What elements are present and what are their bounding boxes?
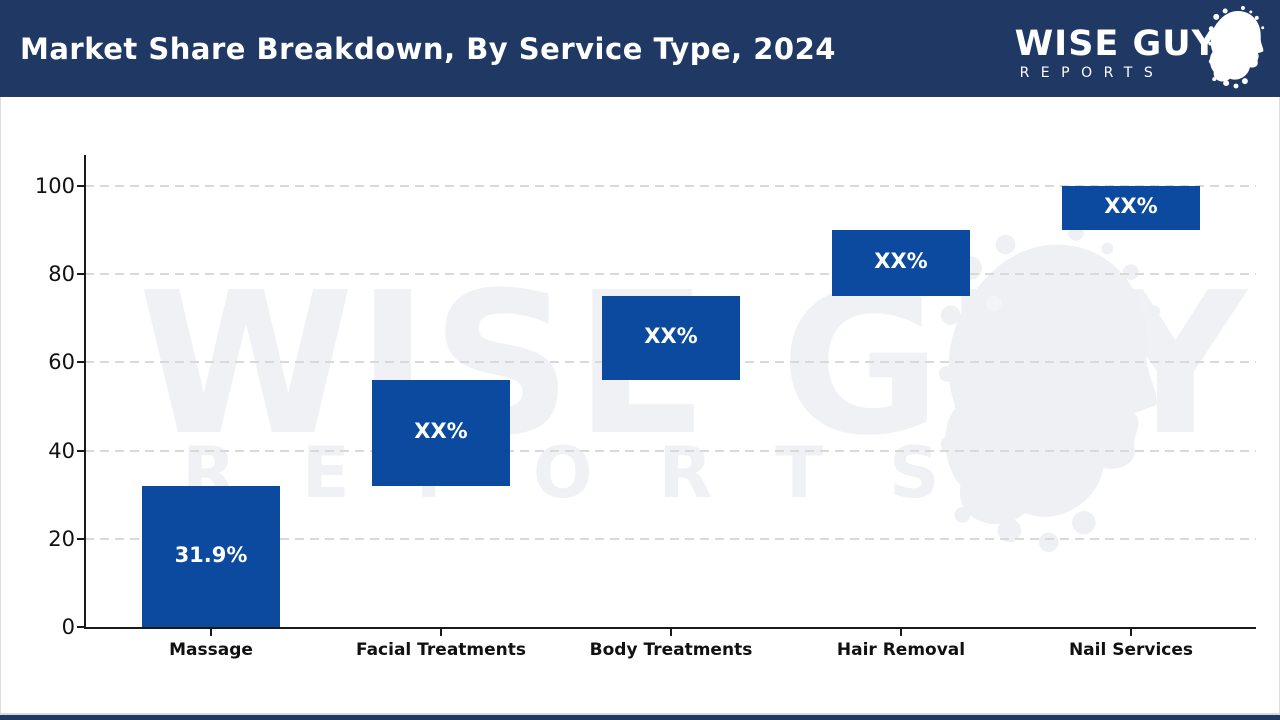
y-tick-label: 100 xyxy=(34,174,75,198)
footer-bar xyxy=(0,713,1280,720)
bar: XX% xyxy=(372,380,510,486)
x-axis-line xyxy=(84,627,1256,629)
bar: XX% xyxy=(602,296,740,381)
watermark-brand-subname: REPORTS xyxy=(182,432,1006,514)
y-tick-label: 80 xyxy=(48,262,75,287)
gridline xyxy=(85,537,1256,540)
gridline xyxy=(85,185,1256,187)
brand-logo: WISE GUY REPORTS xyxy=(1015,6,1268,90)
y-tick xyxy=(77,185,85,187)
x-category-label: Body Treatments xyxy=(589,640,753,660)
x-tick xyxy=(440,629,442,636)
bar: XX% xyxy=(832,230,970,297)
bar-value-label: XX% xyxy=(1104,194,1158,219)
header-bar: Market Share Breakdown, By Service Type,… xyxy=(0,0,1280,97)
x-category-label: Massage xyxy=(169,640,253,660)
x-tick xyxy=(900,629,902,636)
bar-value-label: XX% xyxy=(644,324,698,349)
y-tick xyxy=(77,361,85,364)
bar-value-label: XX% xyxy=(874,249,928,274)
y-tick-label: 40 xyxy=(48,438,75,463)
page-left-border xyxy=(0,97,1,720)
x-category-label: Hair Removal xyxy=(836,640,966,660)
y-tick-label: 0 xyxy=(61,615,75,639)
x-category-label: Nail Services xyxy=(1068,640,1194,660)
page-title: Market Share Breakdown, By Service Type,… xyxy=(20,31,836,66)
gridline xyxy=(85,449,1256,452)
y-tick xyxy=(77,537,85,540)
bar: 31.9% xyxy=(142,486,280,627)
brand-face-icon xyxy=(1208,6,1265,89)
x-tick xyxy=(210,629,212,636)
y-tick xyxy=(77,626,85,628)
bar-value-label: XX% xyxy=(414,418,468,443)
brand-name: WISE GUY xyxy=(1014,23,1218,64)
y-tick xyxy=(77,273,85,276)
brand-subname: REPORTS xyxy=(1019,64,1165,81)
y-tick-label: 60 xyxy=(48,350,75,375)
brand-logo-text: WISE GUY REPORTS xyxy=(1015,26,1218,81)
x-tick xyxy=(1130,629,1132,636)
x-tick xyxy=(670,629,672,636)
gridline xyxy=(85,273,1256,276)
bar-value-label: 31.9% xyxy=(174,542,248,567)
chart-area: WISE GUY REPORTS 02040608010031.9%Massag… xyxy=(0,97,1280,711)
y-axis-line xyxy=(84,155,86,629)
bar: XX% xyxy=(1062,186,1200,231)
x-category-label: Facial Treatments xyxy=(355,640,527,660)
y-tick xyxy=(77,449,85,452)
y-tick-label: 20 xyxy=(48,526,75,551)
